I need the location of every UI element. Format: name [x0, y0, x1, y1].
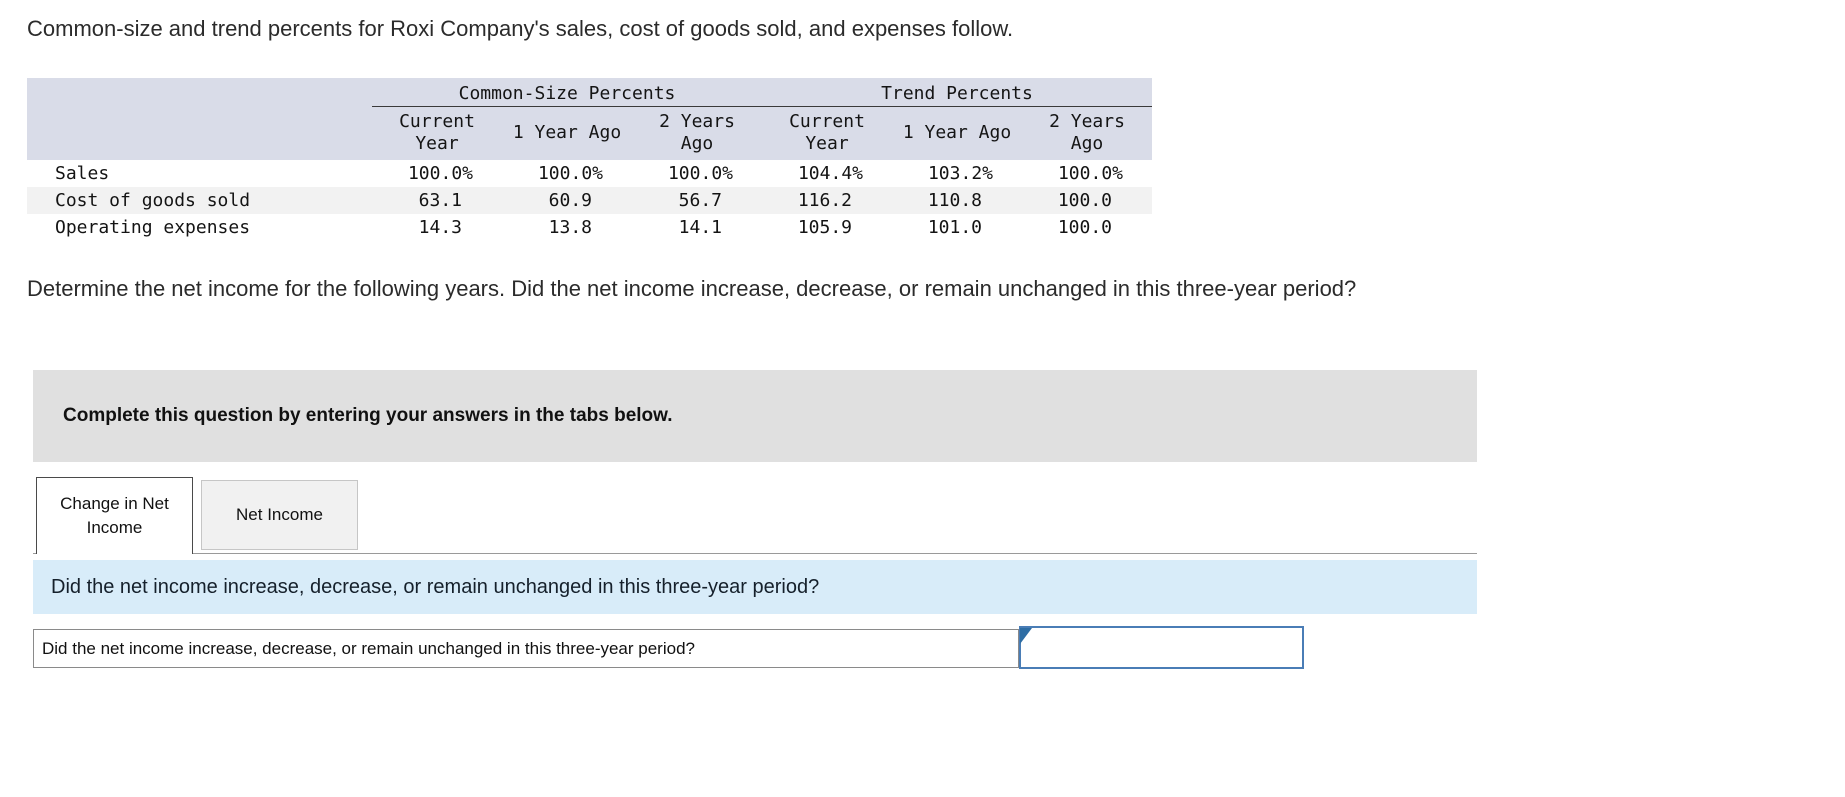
table-cell: 14.1: [678, 217, 722, 238]
table-cell: 100.0: [1057, 217, 1112, 238]
table-cell: 103.2%: [927, 163, 993, 184]
table-row: Sales 100.0% 100.0% 100.0% 104.4% 103.2%…: [27, 160, 1152, 187]
table-cell: 56.7: [678, 190, 722, 211]
table-cell: 100.0%: [407, 163, 473, 184]
row-label: Cost of goods sold: [55, 190, 251, 211]
table-cell: 104.4%: [797, 163, 863, 184]
table-cell: 60.9: [548, 190, 592, 211]
row-label: Operating expenses: [55, 217, 251, 238]
prompt-banner-text: Did the net income increase, decrease, o…: [51, 575, 820, 598]
table-cell: 13.8: [548, 217, 592, 238]
instruction-banner-text: Complete this question by entering your …: [63, 405, 673, 426]
instruction-banner: Complete this question by entering your …: [33, 370, 1477, 462]
column-header: 1 Year Ago: [502, 106, 632, 160]
table-cell: 100.0: [1057, 190, 1112, 211]
percents-table: Common-Size Percents Trend Percents Curr…: [27, 78, 1152, 241]
answer-question-label: Did the net income increase, decrease, o…: [33, 629, 1019, 668]
table-row: Cost of goods sold 63.1 60.9 56.7 116.2 …: [27, 187, 1152, 214]
table-cell: 100.0%: [667, 163, 733, 184]
row-label: Sales: [55, 163, 110, 184]
tab-strip: Change in Net Income Net Income: [33, 477, 1477, 554]
answer-question-label-text: Did the net income increase, decrease, o…: [42, 638, 695, 658]
tab-net-income[interactable]: Net Income: [201, 480, 358, 550]
column-header: 2 Years Ago: [632, 106, 762, 160]
table-cell: 110.8: [927, 190, 982, 211]
group-header-common-size: Common-Size Percents: [372, 78, 762, 107]
answer-marker-icon: [1020, 628, 1032, 644]
tab-label: Change in Net Income: [60, 494, 169, 537]
table-cell: 63.1: [418, 190, 462, 211]
prompt-banner: Did the net income increase, decrease, o…: [33, 560, 1477, 614]
tab-change-in-net-income[interactable]: Change in Net Income: [36, 477, 193, 554]
answer-select[interactable]: [1019, 626, 1304, 669]
column-header: Current Year: [762, 106, 892, 160]
table-corner-cell: [27, 106, 372, 160]
question-text: Determine the net income for the followi…: [27, 276, 1357, 301]
table-cell: 116.2: [797, 190, 852, 211]
tab-label: Net Income: [236, 505, 323, 524]
group-header-trend: Trend Percents: [762, 78, 1152, 107]
table-cell: 101.0: [927, 217, 982, 238]
intro-text: Common-size and trend percents for Roxi …: [27, 16, 1014, 41]
table-cell: 100.0%: [537, 163, 603, 184]
table-cell: 14.3: [418, 217, 462, 238]
table-cell: 100.0%: [1057, 163, 1123, 184]
column-header: 1 Year Ago: [892, 106, 1022, 160]
table-row: Operating expenses 14.3 13.8 14.1 105.9 …: [27, 214, 1152, 241]
table-corner-cell: [27, 78, 372, 106]
column-header: Current Year: [372, 106, 502, 160]
column-header: 2 Years Ago: [1022, 106, 1152, 160]
table-cell: 105.9: [797, 217, 852, 238]
